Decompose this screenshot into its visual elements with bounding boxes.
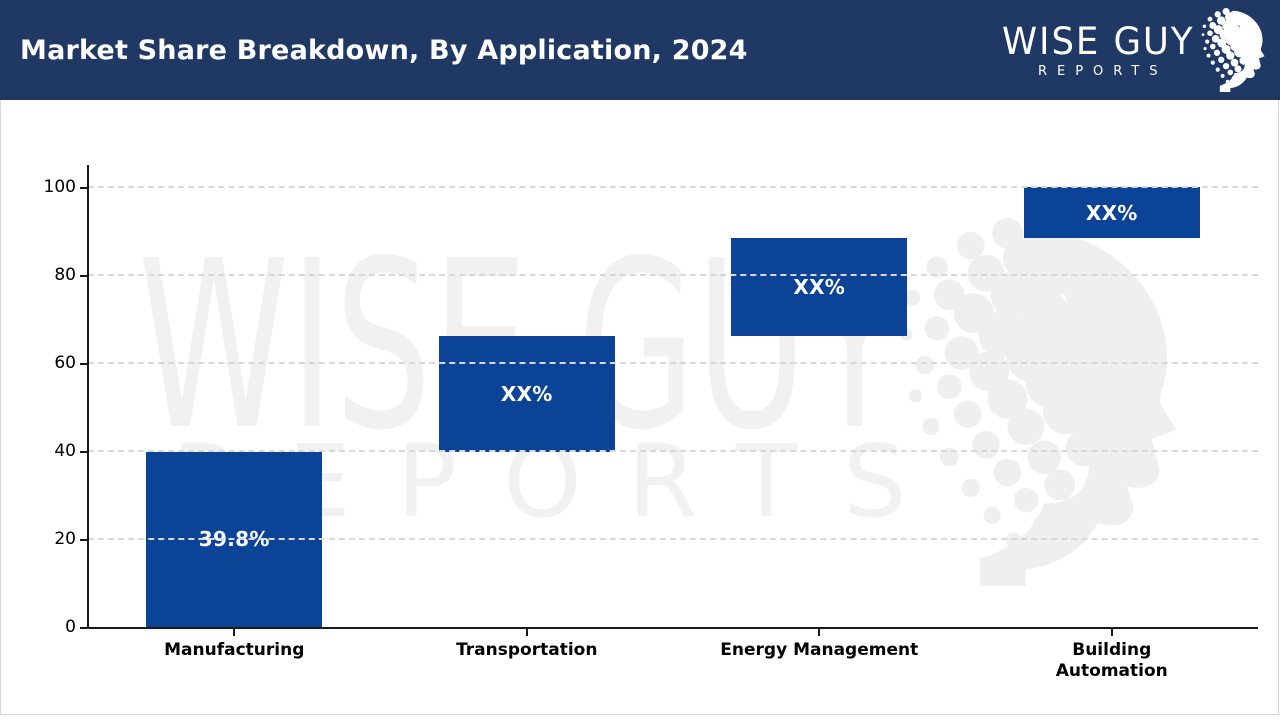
page-title: Market Share Breakdown, By Application, … xyxy=(20,34,748,66)
wiseguy-face-icon xyxy=(1201,8,1265,92)
wiseguy-logo: WISE GUY REPORTS xyxy=(998,8,1268,92)
logo-reports-label: REPORTS xyxy=(1037,63,1168,79)
header-bar: Market Share Breakdown, By Application, … xyxy=(0,0,1280,100)
logo-wordmark: WISE GUY REPORTS xyxy=(998,23,1198,78)
watermark-reports-text: REPORTS xyxy=(172,423,953,540)
logo-wiseguy-label: WISE GUY xyxy=(1001,19,1194,63)
watermark-face-icon xyxy=(900,218,1177,586)
